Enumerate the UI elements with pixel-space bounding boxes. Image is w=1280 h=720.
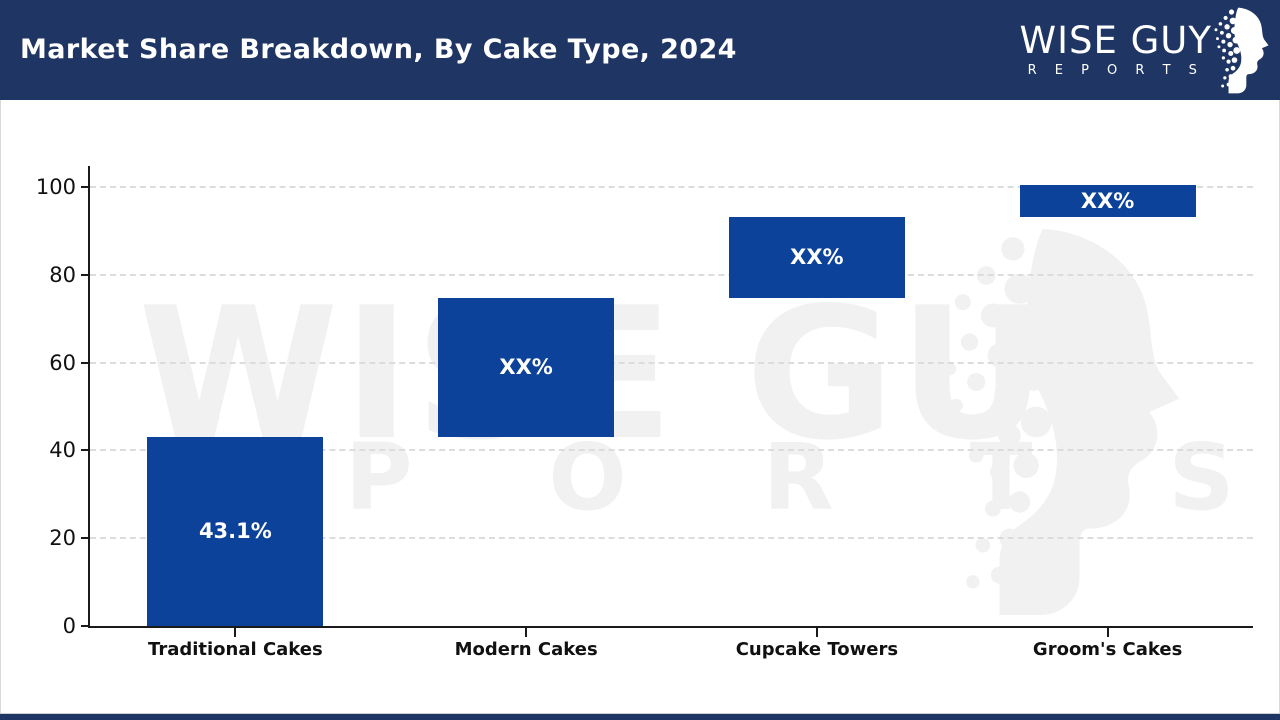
gridline-y-80 (90, 273, 1253, 276)
wiseguy-logo-line1: WISE GUY (1019, 18, 1212, 62)
y-tick-80 (81, 273, 90, 276)
x-axis-label-groom-s-cakes: Groom's Cakes (1032, 639, 1183, 660)
x-axis-label-traditional-cakes: Traditional Cakes (148, 639, 323, 660)
x-tick-traditional-cakes (234, 628, 237, 637)
gridline-y-20 (90, 537, 1253, 540)
y-tick-20 (81, 537, 90, 540)
gridline-y-100 (90, 186, 1253, 188)
y-axis-line (88, 166, 90, 628)
bar-value-label-modern-cakes: XX% (499, 355, 553, 380)
page-title: Market Share Breakdown, By Cake Type, 20… (20, 34, 737, 65)
y-tick-100 (81, 186, 90, 188)
x-axis-line (88, 626, 1253, 628)
bar-value-label-groom-s-cakes: XX% (1080, 189, 1135, 214)
y-tick-label-60: 60 (49, 350, 76, 375)
x-tick-modern-cakes (525, 628, 528, 637)
x-axis-label-cupcake-towers: Cupcake Towers (735, 639, 899, 660)
y-tick-label-20: 20 (49, 526, 76, 551)
gridline-y-40 (90, 449, 1253, 452)
gridline-y-60 (90, 361, 1253, 364)
bar-traditional-cakes: 43.1% (147, 436, 324, 626)
bar-value-label-cupcake-towers: XX% (790, 245, 844, 270)
y-tick-label-0: 0 (62, 614, 76, 638)
y-tick-40 (81, 449, 90, 452)
wiseguy-logo-line2: R E P O R T S (1027, 63, 1204, 79)
bar-value-label-traditional-cakes: 43.1% (198, 519, 272, 544)
y-tick-label-100: 100 (35, 175, 76, 199)
wiseguy-logo-text: WISE GUY R E P O R T S (1019, 18, 1212, 79)
bar-cupcake-towers: XX% (728, 216, 905, 299)
y-tick-label-80: 80 (49, 262, 76, 287)
x-tick-groom-s-cakes (1106, 628, 1109, 637)
bar-groom-s-cakes: XX% (1019, 185, 1196, 217)
y-tick-60 (81, 361, 90, 364)
header-bar: Market Share Breakdown, By Cake Type, 20… (0, 0, 1280, 100)
wiseguy-logo: WISE GUY R E P O R T S (1020, 5, 1270, 95)
footer-bar (0, 713, 1280, 720)
y-tick-0 (81, 625, 90, 627)
x-tick-cupcake-towers (815, 628, 818, 637)
x-axis-label-modern-cakes: Modern Cakes (454, 639, 598, 660)
bar-modern-cakes: XX% (438, 298, 615, 437)
y-tick-label-40: 40 (49, 438, 76, 463)
